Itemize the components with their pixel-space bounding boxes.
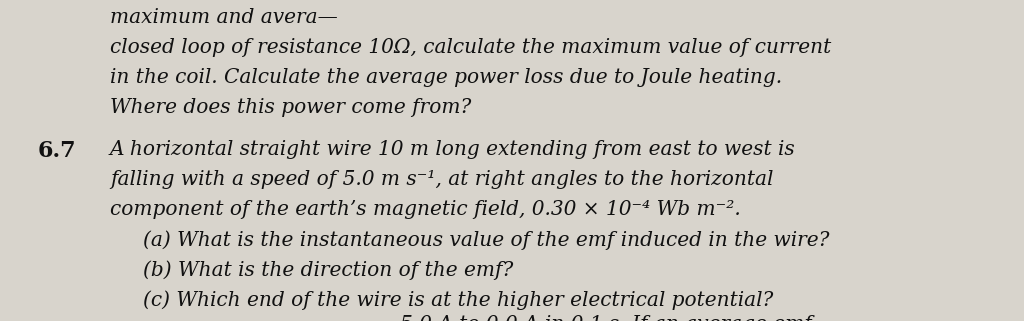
Text: (b) What is the direction of the emf?: (b) What is the direction of the emf? <box>143 260 513 280</box>
Text: Where does this power come from?: Where does this power come from? <box>110 98 471 117</box>
Text: falling with a speed of 5.0 m s⁻¹, at right angles to the horizontal: falling with a speed of 5.0 m s⁻¹, at ri… <box>110 170 773 189</box>
Text: component of the earth’s magnetic field, 0.30 × 10⁻⁴ Wb m⁻².: component of the earth’s magnetic field,… <box>110 200 740 219</box>
Text: closed loop of resistance 10Ω, calculate the maximum value of current: closed loop of resistance 10Ω, calculate… <box>110 38 831 57</box>
Text: (a) What is the instantaneous value of the emf induced in the wire?: (a) What is the instantaneous value of t… <box>143 230 829 250</box>
Text: A horizontal straight wire 10 m long extending from east to west is: A horizontal straight wire 10 m long ext… <box>110 140 796 159</box>
Text: 5 0 A to 0 0 A in 0 1 s. If an average emf: 5 0 A to 0 0 A in 0 1 s. If an average e… <box>400 315 812 321</box>
Text: in the coil. Calculate the average power loss due to Joule heating.: in the coil. Calculate the average power… <box>110 68 782 87</box>
Text: (c) Which end of the wire is at the higher electrical potential?: (c) Which end of the wire is at the high… <box>143 290 773 310</box>
Text: maximum and avera—: maximum and avera— <box>110 8 338 27</box>
Text: 6.7: 6.7 <box>38 140 77 162</box>
